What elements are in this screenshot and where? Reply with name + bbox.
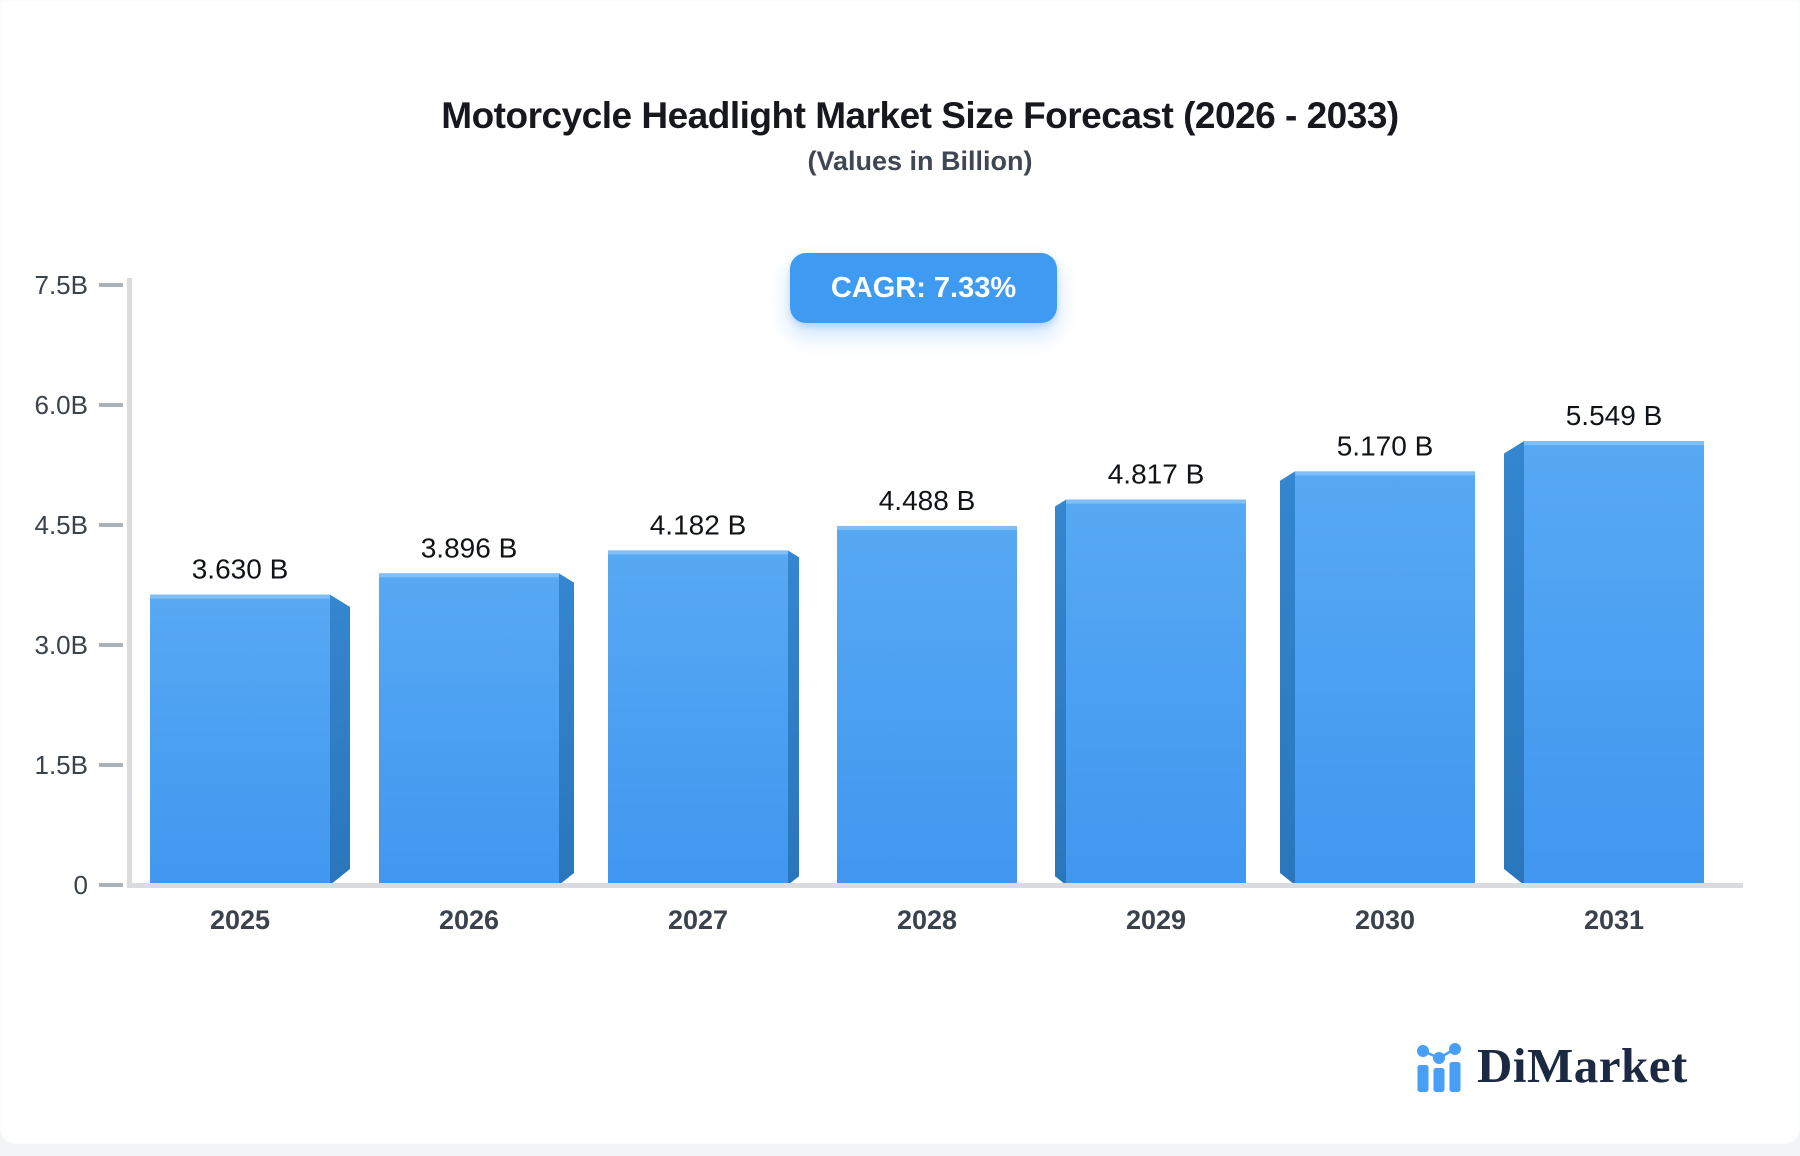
brand-logo-text: DiMarket: [1477, 1038, 1688, 1093]
bar-top-highlight: [1295, 471, 1475, 476]
bar: [1066, 499, 1246, 885]
y-axis-tick: [99, 283, 123, 287]
y-axis-tick: [99, 763, 123, 767]
bar-top-highlight: [608, 550, 788, 555]
bar-side-face: [1504, 441, 1524, 885]
x-axis-label: 2029: [1126, 905, 1186, 935]
bar: [1295, 471, 1475, 885]
bar-side-face: [1280, 471, 1295, 885]
cagr-badge: CAGR: 7.33%: [790, 253, 1057, 323]
bar-top-highlight: [150, 594, 330, 599]
bar-value-label: 3.896 B: [421, 532, 518, 563]
chart-title: Motorcycle Headlight Market Size Forecas…: [441, 95, 1399, 136]
y-axis-tick: [99, 523, 123, 527]
y-axis-tick-label: 3.0B: [35, 630, 89, 660]
y-axis-tick-label: 4.5B: [35, 510, 89, 540]
bar-side-face: [1055, 499, 1066, 885]
bar-value-label: 3.630 B: [192, 554, 289, 585]
brand-logo: DiMarket: [1414, 1038, 1688, 1092]
bar-top-highlight: [837, 525, 1017, 530]
x-axis-label: 2031: [1584, 905, 1644, 935]
x-axis-label: 2026: [439, 905, 499, 935]
bar-value-label: 5.549 B: [1566, 400, 1663, 431]
bar-group-2026: 3.896 B 2026: [379, 532, 574, 935]
x-axis-label: 2027: [668, 905, 728, 935]
bar-side-face: [330, 594, 350, 885]
bar-value-label: 4.488 B: [879, 485, 976, 516]
bar-side-face: [559, 573, 574, 885]
y-axis-tick-label: 6.0B: [35, 390, 89, 420]
y-axis-tick: [99, 883, 123, 887]
bar-value-label: 4.182 B: [650, 509, 747, 540]
x-axis-label: 2025: [210, 905, 270, 935]
bar-group-2031: 5.549 B 2031: [1504, 400, 1704, 935]
bar-group-2025: 3.630 B 2025: [150, 554, 350, 935]
bar-group-2027: 4.182 B 2027: [608, 509, 799, 935]
bar-top-highlight: [379, 573, 559, 578]
bar-group-2030: 5.170 B 2030: [1280, 430, 1475, 935]
y-axis-tick-label: 1.5B: [35, 750, 89, 780]
chart-header: Motorcycle Headlight Market Size Forecas…: [20, 0, 1800, 177]
y-axis-tick: [99, 643, 123, 647]
bar-value-label: 5.170 B: [1337, 430, 1434, 461]
bar-chart-dots-icon: [1417, 1043, 1461, 1092]
x-axis-label: 2028: [897, 905, 957, 935]
bar: [837, 525, 1017, 885]
chart-subtitle: (Values in Billion): [807, 146, 1033, 176]
x-axis-line: [127, 883, 1743, 888]
bar-value-label: 4.817 B: [1108, 459, 1205, 490]
bar-group-2029: 4.817 B 2029: [1055, 459, 1246, 935]
y-axis-line: [127, 278, 132, 888]
x-axis-label: 2030: [1355, 905, 1415, 935]
bar-top-highlight: [1524, 441, 1704, 446]
y-axis-tick: [99, 403, 123, 407]
y-axis-tick-label: 7.5B: [35, 270, 89, 300]
bar-side-face: [788, 550, 799, 885]
bar: [379, 573, 559, 885]
bar: [1524, 441, 1704, 885]
y-axis-tick-label: 0: [74, 870, 88, 900]
bar: [608, 550, 788, 885]
bar: [150, 594, 330, 885]
bar-group-2028: 4.488 B 2028: [837, 485, 1017, 935]
bar-top-highlight: [1066, 499, 1246, 504]
